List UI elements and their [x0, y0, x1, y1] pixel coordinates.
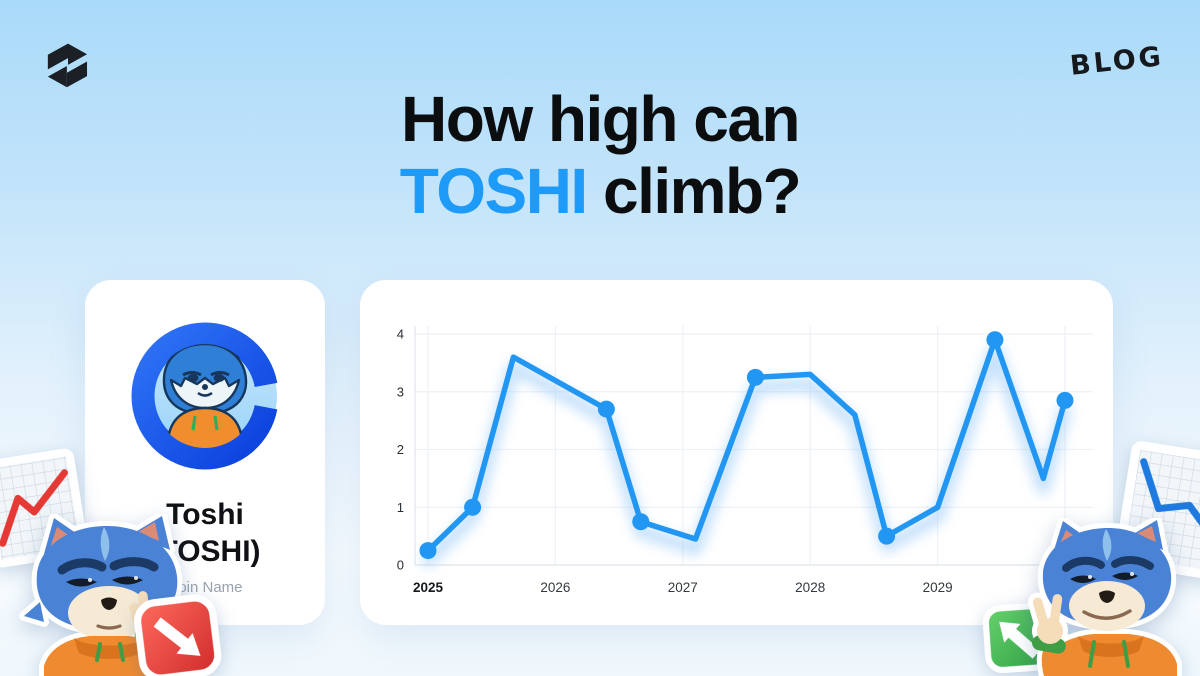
page-title: How high can TOSHI climb? — [0, 83, 1200, 227]
blog-link[interactable]: BLOG — [1068, 41, 1166, 82]
down-right-arrow-sticker — [129, 589, 228, 676]
coin-name-line1: Toshi — [166, 498, 244, 531]
chart-render-root: 01234202520262027202820292030 — [397, 326, 1093, 595]
svg-text:2029: 2029 — [923, 580, 953, 595]
toshi-price-chart: 01234202520262027202820292030 — [397, 326, 1093, 595]
hex-mark-logo-icon — [47, 43, 88, 88]
thinking-fox-icon — [16, 514, 206, 676]
chart-card: 01234202520262027202820292030 — [360, 280, 1113, 625]
svg-text:2: 2 — [397, 442, 404, 457]
peace-fox-icon — [1028, 518, 1188, 676]
site-logo[interactable] — [40, 40, 96, 97]
title-coin-ticker: TOSHI — [399, 154, 588, 227]
svg-text:2028: 2028 — [795, 580, 825, 595]
svg-text:1: 1 — [397, 500, 404, 515]
peace-sign-toshi-fox-mascot — [1028, 518, 1188, 676]
coin-caption: Coin Name — [167, 579, 243, 597]
svg-text:2025: 2025 — [413, 580, 444, 595]
toshi-coin-icon — [131, 322, 279, 470]
toshi-coin-logo — [85, 320, 325, 477]
down-right-arrow-icon — [134, 594, 222, 676]
svg-text:3: 3 — [397, 384, 404, 399]
svg-text:4: 4 — [397, 327, 404, 342]
coin-card: Toshi (TOSHI) Coin Name — [85, 280, 325, 625]
svg-text:0: 0 — [397, 558, 404, 573]
title-line2-rest: climb? — [586, 154, 802, 227]
coin-name: Toshi (TOSHI) — [85, 497, 325, 570]
thinking-toshi-fox-mascot — [16, 514, 206, 676]
title-line1: How high can — [401, 83, 801, 155]
svg-text:2026: 2026 — [540, 580, 570, 595]
svg-text:2027: 2027 — [668, 580, 698, 595]
